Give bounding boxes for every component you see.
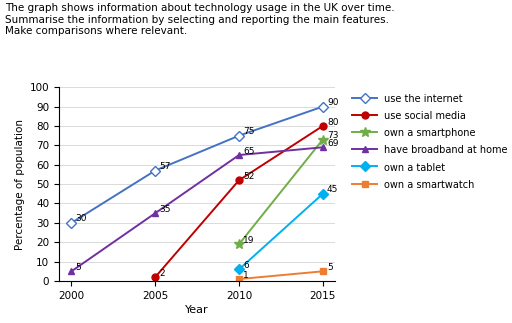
own a smartphone bbox=[236, 242, 242, 246]
Text: 45: 45 bbox=[327, 185, 338, 194]
Text: The graph shows information about technology usage in the UK over time.
Summaris: The graph shows information about techno… bbox=[5, 3, 395, 36]
Text: 35: 35 bbox=[159, 205, 171, 214]
Line: use the internet: use the internet bbox=[68, 103, 326, 226]
have broadband at home bbox=[152, 211, 158, 215]
Text: 75: 75 bbox=[243, 127, 254, 136]
Text: 19: 19 bbox=[243, 236, 254, 245]
Text: 90: 90 bbox=[327, 98, 338, 107]
Text: 5: 5 bbox=[327, 263, 333, 272]
Line: own a tablet: own a tablet bbox=[236, 190, 326, 273]
Text: 80: 80 bbox=[327, 118, 338, 127]
Line: have broadband at home: have broadband at home bbox=[68, 144, 326, 275]
Text: 6: 6 bbox=[243, 261, 249, 270]
own a tablet bbox=[319, 192, 326, 196]
own a tablet bbox=[236, 267, 242, 271]
Text: 1: 1 bbox=[243, 271, 249, 280]
Legend: use the internet, use social media, own a smartphone, have broadband at home, ow: use the internet, use social media, own … bbox=[349, 90, 512, 193]
have broadband at home bbox=[319, 145, 326, 149]
Y-axis label: Percentage of population: Percentage of population bbox=[15, 119, 26, 250]
own a smartwatch bbox=[236, 277, 242, 281]
use social media bbox=[319, 124, 326, 128]
Line: own a smartwatch: own a smartwatch bbox=[236, 268, 326, 282]
use social media bbox=[236, 178, 242, 182]
have broadband at home bbox=[236, 153, 242, 157]
Text: 69: 69 bbox=[327, 139, 338, 148]
own a smartphone bbox=[319, 138, 326, 141]
Text: 73: 73 bbox=[327, 131, 338, 140]
Text: 57: 57 bbox=[159, 162, 171, 171]
use the internet bbox=[152, 169, 158, 172]
use social media bbox=[152, 275, 158, 279]
Text: 30: 30 bbox=[76, 214, 87, 224]
Text: 5: 5 bbox=[76, 263, 81, 272]
Text: 65: 65 bbox=[243, 147, 254, 156]
have broadband at home bbox=[69, 269, 75, 273]
Line: own a smartphone: own a smartphone bbox=[234, 135, 328, 249]
Text: 52: 52 bbox=[243, 172, 254, 181]
Text: 2: 2 bbox=[159, 269, 165, 278]
use the internet bbox=[69, 221, 75, 225]
Line: use social media: use social media bbox=[152, 122, 326, 281]
own a smartwatch bbox=[319, 269, 326, 273]
use the internet bbox=[236, 134, 242, 138]
use the internet bbox=[319, 105, 326, 109]
X-axis label: Year: Year bbox=[185, 305, 209, 315]
